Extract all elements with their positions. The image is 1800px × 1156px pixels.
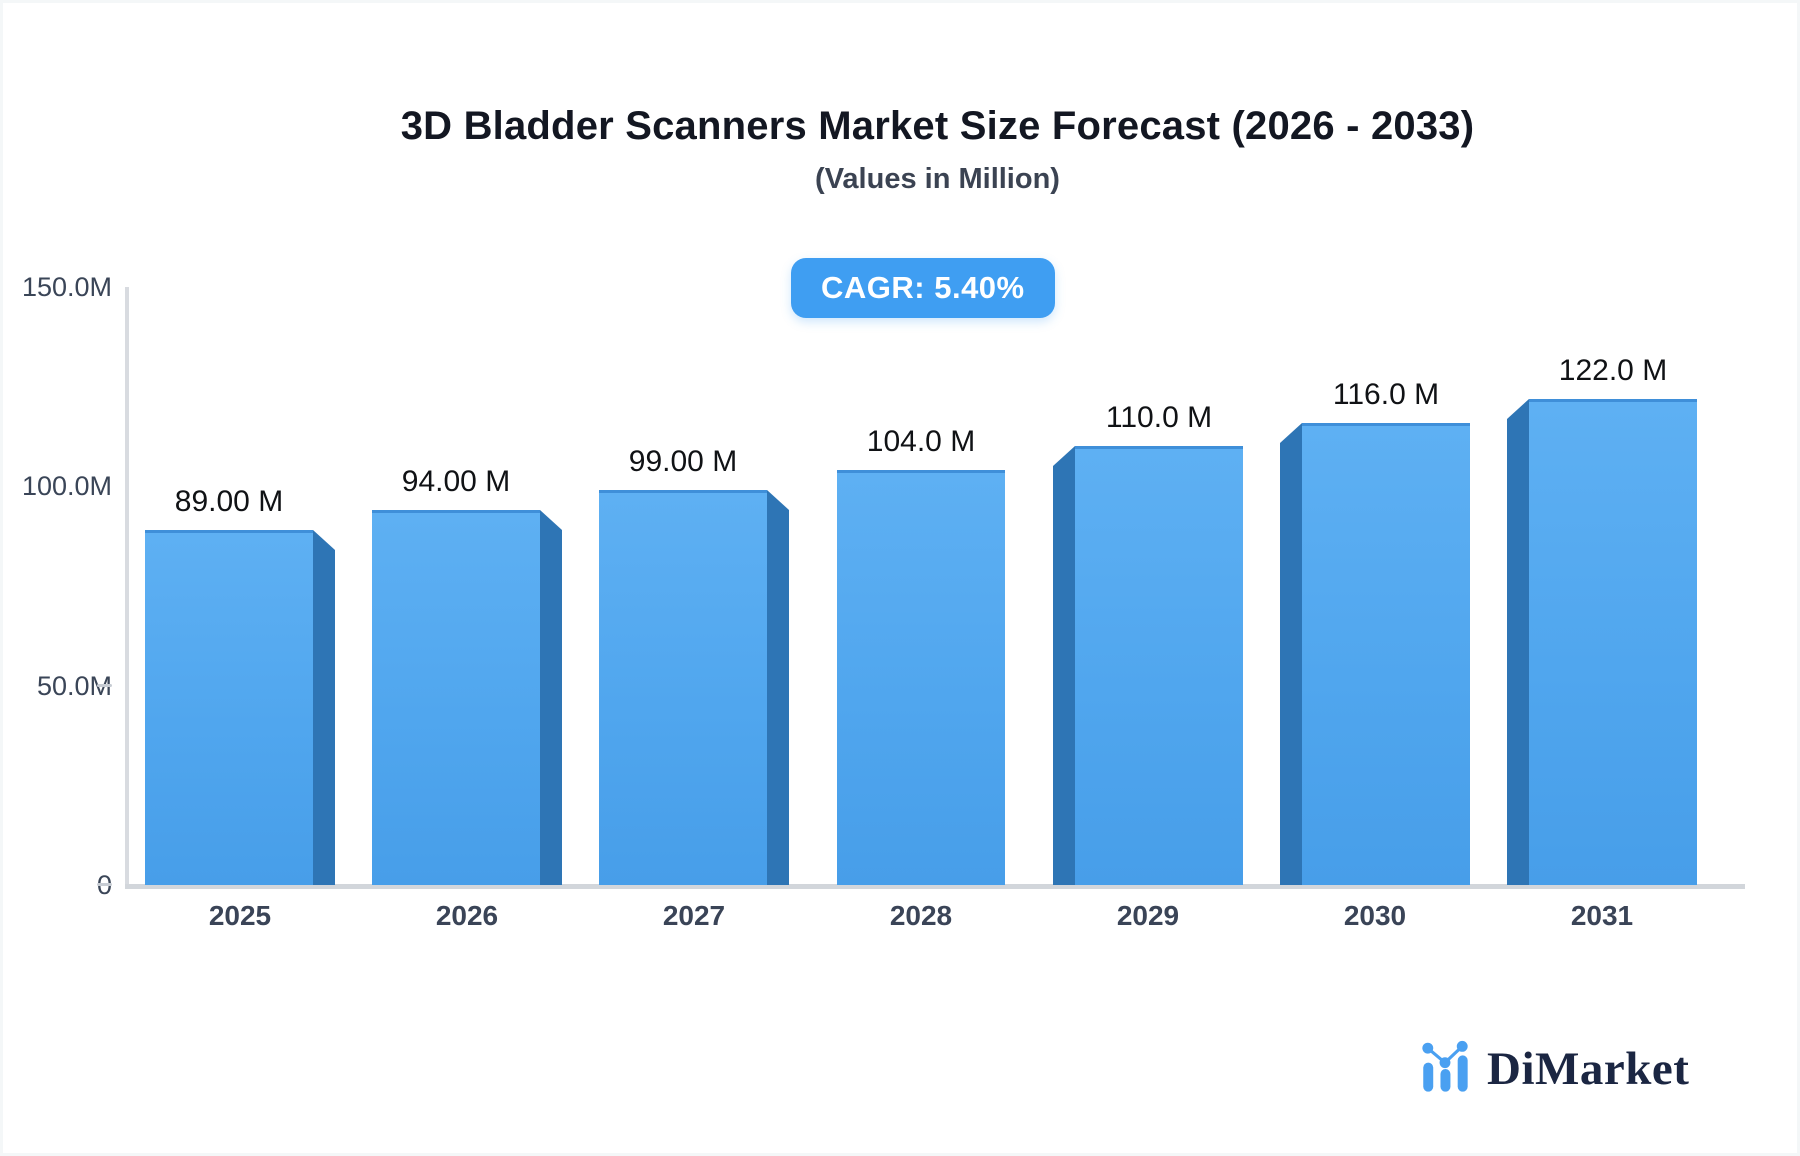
bar-side-face (1507, 399, 1529, 885)
bar-value-label: 110.0 M (1105, 401, 1213, 434)
bar-front-face (837, 470, 1005, 885)
bar-2030[interactable] (1280, 423, 1470, 885)
bar-side-face (1280, 423, 1302, 885)
y-axis-tick-mark (97, 683, 112, 687)
bar-front-face (145, 530, 313, 885)
bar-2025[interactable] (145, 530, 335, 885)
x-axis-label-2029: 2029 (1116, 900, 1180, 931)
brand-logo-text: DiMarket (1487, 1043, 1690, 1095)
x-axis-label-2027: 2027 (662, 900, 726, 931)
bar-front-face (1529, 399, 1697, 885)
x-axis-label-2028: 2028 (889, 900, 953, 931)
y-axis-line (125, 287, 129, 888)
bar-value-label: 94.00 M (401, 465, 511, 498)
cagr-badge: CAGR: 5.40% (791, 258, 1055, 318)
y-axis-tick-label: 150.0M (21, 272, 112, 302)
bar-side-face (540, 510, 562, 885)
bar-front-face (372, 510, 540, 885)
bar-front-face (1302, 423, 1470, 885)
bar-value-label: 99.00 M (628, 445, 738, 478)
chart-header: 3D Bladder Scanners Market Size Forecast… (130, 104, 1745, 196)
x-axis-baseline (125, 884, 1745, 889)
bar-side-face (1053, 446, 1075, 885)
y-axis-tick-label: 0 (0, 869, 112, 901)
x-axis-label-2031: 2031 (1570, 900, 1634, 931)
bar-value-label: 122.0 M (1558, 354, 1668, 387)
bar-value-label: 89.00 M (174, 485, 284, 518)
bar-2027[interactable] (599, 490, 789, 885)
x-axis-label-2026: 2026 (435, 900, 499, 931)
mini-bar-chart-logo-icon (1416, 1040, 1474, 1098)
bar-2031[interactable] (1507, 399, 1697, 885)
bar-front-face (599, 490, 767, 885)
bar-2028[interactable] (837, 470, 1005, 885)
chart-title: 3D Bladder Scanners Market Size Forecast… (400, 104, 1475, 148)
x-axis-label-2025: 2025 (208, 900, 272, 931)
bar-side-face (767, 490, 789, 885)
y-axis-tick-label: 50.0M (36, 670, 112, 701)
bar-value-label: 104.0 M (866, 425, 976, 458)
bar-front-face (1075, 446, 1243, 885)
y-axis-tick-mark (97, 883, 112, 886)
bar-2029[interactable] (1053, 446, 1243, 885)
chart-subtitle: (Values in Million) (815, 163, 1060, 195)
x-axis-label-2030: 2030 (1343, 900, 1407, 931)
bar-2026[interactable] (372, 510, 562, 885)
bar-value-label: 116.0 M (1332, 378, 1440, 411)
bar-side-face (313, 530, 335, 885)
brand-logo: DiMarket (1416, 1040, 1689, 1098)
y-axis-tick-label: 100.0M (21, 471, 112, 502)
